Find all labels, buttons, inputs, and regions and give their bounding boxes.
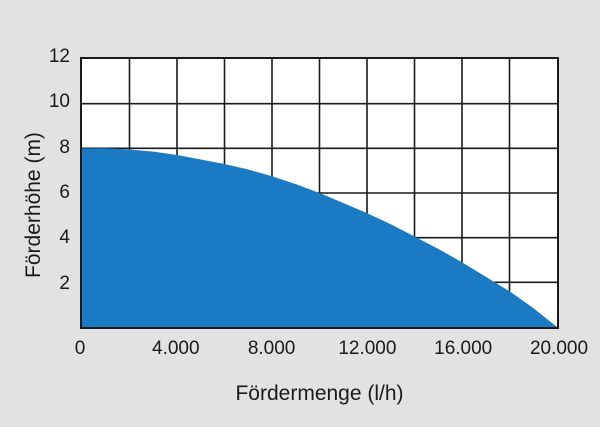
x-tick-label: 0 [74,338,86,359]
x-tick-label: 12.000 [338,338,397,359]
x-tick-label: 4.000 [152,338,200,359]
x-tick-label: 8.000 [247,338,296,359]
plot-area [80,57,559,329]
pump-curve-area [82,148,557,327]
x-axis-title: Fördermenge (l/h) [235,382,404,405]
y-axis-title: Förderhöhe (m) [22,132,45,278]
x-tick-label: 16.000 [434,338,493,359]
y-tick-label: 12 [48,46,70,67]
x-tick-label: 20.000 [529,338,589,359]
